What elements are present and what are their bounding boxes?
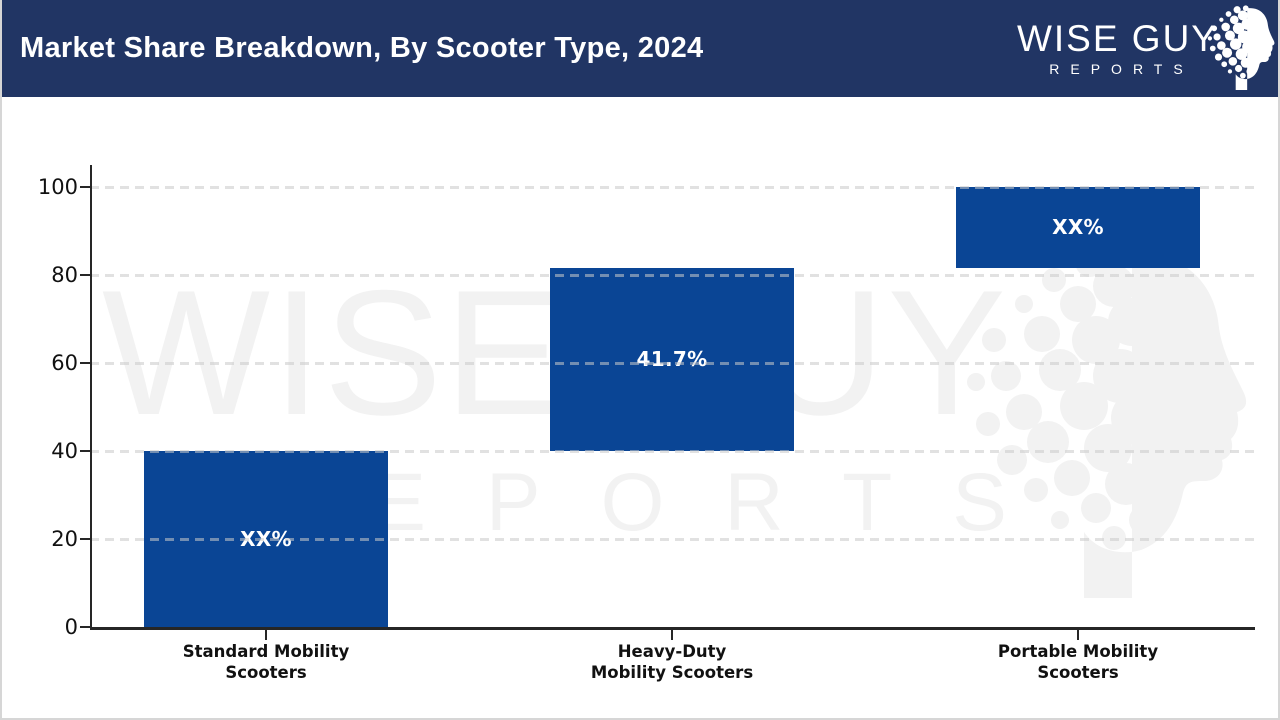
wise-guy-reports-logo: WISE GUY REPORTS [1016, 4, 1278, 94]
y-gridline [90, 186, 1255, 189]
logo-wiseguy-text: WISE GUY [1016, 18, 1218, 59]
y-tick [80, 186, 90, 188]
category-label: Standard Mobility Scooters [182, 642, 350, 682]
y-tick [80, 362, 90, 364]
y-tick-label: 80 [51, 263, 78, 287]
y-tick-label: 0 [64, 615, 78, 639]
logo-reports-text: REPORTS [1049, 61, 1194, 77]
x-axis-line [90, 627, 1255, 630]
bar-value-label: XX% [1052, 215, 1104, 240]
page-title: Market Share Breakdown, By Scooter Type,… [20, 32, 704, 64]
x-tick [265, 630, 267, 640]
y-tick-label: 60 [51, 351, 78, 375]
y-tick-label: 40 [51, 439, 78, 463]
y-axis-line [90, 165, 92, 629]
y-tick-label: 100 [37, 175, 78, 199]
watermark-face-icon [952, 238, 1252, 602]
y-gridline [90, 450, 1255, 453]
bar-segment: 41.7% [550, 267, 794, 451]
logo-text: WISE GUY REPORTS [1016, 18, 1218, 78]
x-tick [671, 630, 673, 640]
category-label: Portable Mobility Scooters [997, 642, 1159, 682]
category-label: Heavy-Duty Mobility Scooters [590, 642, 754, 682]
logo-face-icon [1204, 4, 1276, 94]
y-tick [80, 626, 90, 628]
y-tick [80, 274, 90, 276]
y-gridline [90, 362, 1255, 365]
y-gridline [90, 538, 1255, 541]
y-tick [80, 538, 90, 540]
y-gridline [90, 274, 1255, 277]
x-tick [1077, 630, 1079, 640]
bar-segment: XX% [956, 187, 1200, 268]
header: Market Share Breakdown, By Scooter Type,… [2, 0, 1278, 97]
y-tick [80, 450, 90, 452]
y-tick-label: 20 [51, 527, 78, 551]
bar-value-label: 41.7% [636, 347, 708, 372]
